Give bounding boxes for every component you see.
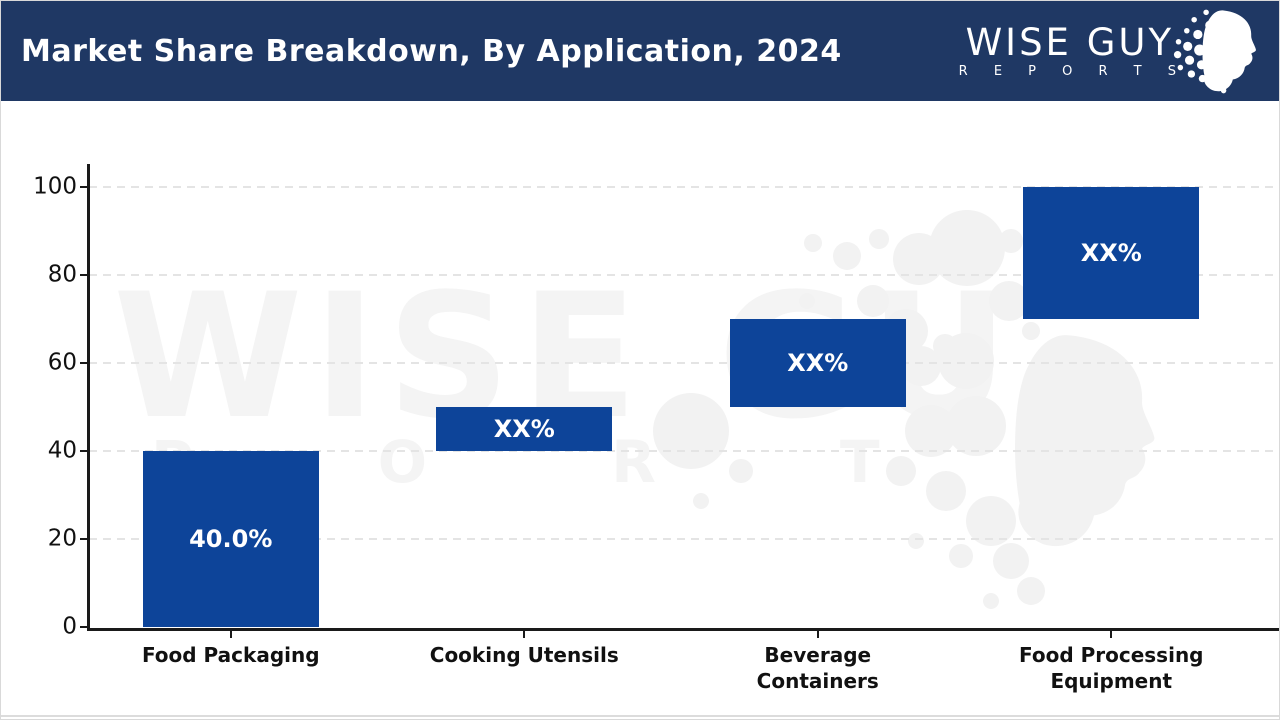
- bar-value-label: 40.0%: [189, 525, 273, 553]
- y-tick-60: [80, 362, 87, 364]
- bar-beverage-containers: XX%: [729, 319, 906, 407]
- bar-value-label: XX%: [493, 415, 555, 443]
- bar-value-label: XX%: [787, 349, 849, 377]
- page-title: Market Share Breakdown, By Application, …: [21, 33, 842, 69]
- x-axis-spine: [87, 628, 1279, 631]
- x-axis-label-food-processing-equipment: Food Processing Equipment: [1018, 643, 1204, 693]
- x-tick-food-packaging: [229, 630, 232, 638]
- y-tick-0: [80, 626, 87, 628]
- y-tick-20: [80, 538, 87, 540]
- bar-value-label: XX%: [1080, 239, 1142, 267]
- bar-cooking-utensils: XX%: [436, 407, 613, 451]
- x-tick-food-processing-equipment: [1110, 630, 1113, 638]
- y-tick-label-100: 100: [33, 173, 77, 200]
- y-axis-spine: [87, 164, 90, 630]
- y-tick-label-80: 80: [47, 261, 77, 288]
- y-tick-label-0: 0: [62, 613, 77, 640]
- y-tick-label-60: 60: [47, 349, 77, 376]
- y-gridline-80: [89, 274, 1279, 276]
- x-axis-label-cooking-utensils: Cooking Utensils: [429, 643, 619, 667]
- x-axis-label-food-packaging: Food Packaging: [141, 643, 320, 667]
- y-tick-label-20: 20: [47, 525, 77, 552]
- y-gridline-20: [89, 538, 1279, 540]
- logo-name: WISE GUY: [965, 20, 1175, 64]
- y-gridline-60: [89, 362, 1279, 364]
- y-tick-label-40: 40: [47, 437, 77, 464]
- x-tick-beverage-containers: [816, 630, 819, 638]
- y-tick-80: [80, 274, 87, 276]
- x-tick-cooking-utensils: [523, 630, 526, 638]
- wise-guy-reports-logo: WISE GUY R E P O R T S: [953, 5, 1265, 97]
- x-axis-label-beverage-containers: Beverage Containers: [756, 643, 879, 693]
- y-tick-100: [80, 186, 87, 188]
- bottom-divider: [1, 715, 1279, 717]
- bar-food-processing-equipment: XX%: [1023, 187, 1200, 319]
- y-tick-40: [80, 450, 87, 452]
- logo-subtitle: R E P O R T S: [958, 63, 1187, 79]
- face-profile-logo-icon: [1173, 9, 1256, 94]
- y-gridline-100: [89, 186, 1279, 188]
- logo-text: WISE GUY R E P O R T S: [953, 24, 1187, 79]
- header-bar: Market Share Breakdown, By Application, …: [1, 1, 1279, 101]
- bar-food-packaging: 40.0%: [142, 451, 319, 627]
